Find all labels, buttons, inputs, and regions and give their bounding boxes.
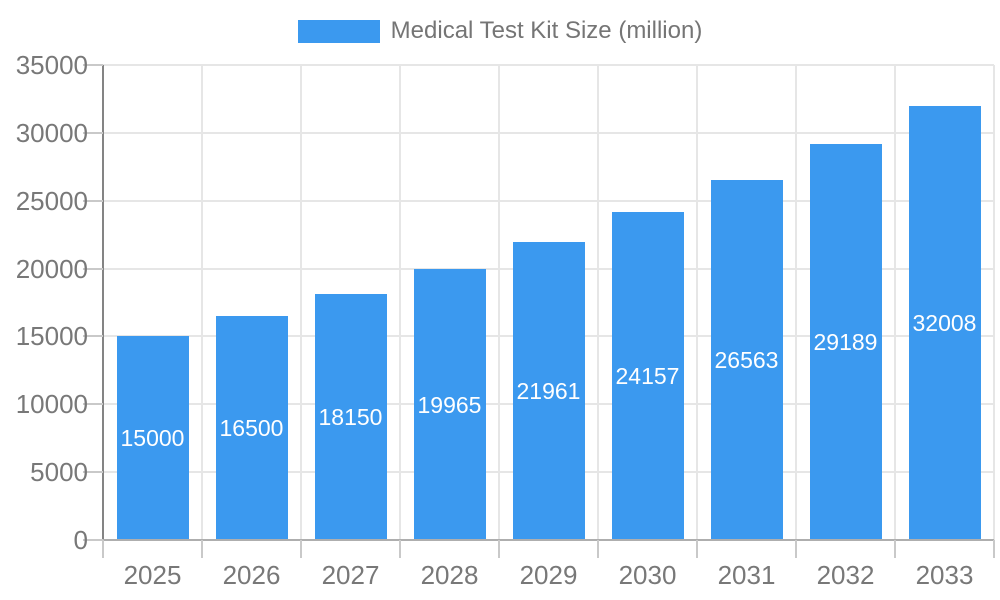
vertical-gridline (795, 65, 797, 540)
x-axis-tick (498, 540, 500, 558)
bar-value-label: 19965 (417, 391, 482, 418)
bar[interactable]: 29189 (809, 143, 882, 540)
x-tick-label: 2025 (123, 560, 182, 590)
y-axis-tick (83, 64, 103, 66)
x-axis-tick (795, 540, 797, 558)
x-axis-tick (993, 540, 995, 558)
y-axis-tick (83, 403, 103, 406)
x-axis-tick (399, 540, 401, 558)
bar-value-label: 24157 (615, 363, 680, 390)
x-tick-label: 2033 (915, 560, 974, 590)
bar[interactable]: 16500 (215, 316, 288, 540)
legend-swatch-icon (297, 19, 380, 43)
horizontal-gridline (103, 199, 994, 202)
x-axis-tick (696, 540, 698, 558)
legend[interactable]: Medical Test Kit Size (million) (0, 17, 1000, 44)
horizontal-gridline (103, 131, 994, 134)
y-axis-line (102, 65, 104, 540)
x-tick-label: 2032 (816, 560, 875, 590)
vertical-gridline (201, 65, 203, 540)
bar[interactable]: 18150 (314, 293, 387, 540)
y-tick-label: 20000 (15, 253, 88, 284)
y-tick-label: 0 (73, 525, 88, 555)
horizontal-gridline (103, 64, 994, 66)
vertical-gridline (993, 65, 995, 540)
y-axis-tick (83, 539, 103, 541)
y-axis-tick (83, 471, 103, 474)
x-axis-tick (597, 540, 599, 558)
x-axis-tick (300, 540, 302, 558)
vertical-gridline (696, 65, 698, 540)
vertical-gridline (597, 65, 599, 540)
y-tick-label: 30000 (15, 117, 88, 148)
x-axis-tick (201, 540, 203, 558)
vertical-gridline (894, 65, 896, 540)
y-tick-label: 35000 (15, 50, 88, 80)
x-axis-tick (102, 540, 104, 558)
y-tick-label: 15000 (15, 321, 88, 352)
x-tick-label: 2027 (321, 560, 380, 590)
legend-label: Medical Test Kit Size (million) (390, 17, 703, 44)
bar-value-label: 32008 (912, 309, 977, 336)
bar[interactable]: 21961 (512, 242, 585, 540)
bar[interactable]: 15000 (116, 336, 189, 540)
bar-value-label: 21961 (516, 378, 581, 404)
bar-value-label: 18150 (318, 403, 383, 430)
x-tick-label: 2026 (222, 560, 281, 590)
bar[interactable]: 26563 (710, 179, 783, 540)
y-axis-tick (83, 267, 103, 270)
bar[interactable]: 32008 (908, 105, 981, 540)
x-tick-label: 2030 (618, 560, 677, 590)
y-axis-tick (83, 199, 103, 202)
bar-value-label: 16500 (219, 415, 284, 442)
vertical-gridline (498, 65, 500, 540)
y-axis-tick (83, 335, 103, 338)
bar-value-label: 15000 (120, 425, 185, 452)
vertical-gridline (399, 65, 401, 540)
vertical-gridline (300, 65, 302, 540)
bar[interactable]: 24157 (611, 212, 684, 540)
bar-value-label: 29189 (813, 328, 878, 355)
bar-value-label: 26563 (714, 346, 779, 373)
y-axis-tick (83, 131, 103, 134)
x-tick-label: 2029 (519, 560, 578, 590)
y-tick-label: 5000 (30, 457, 88, 488)
x-axis-line (103, 539, 994, 541)
y-tick-label: 10000 (15, 389, 88, 420)
x-tick-label: 2031 (717, 560, 776, 590)
x-tick-label: 2028 (420, 560, 479, 590)
y-tick-label: 25000 (15, 185, 88, 216)
x-axis-tick (894, 540, 896, 558)
bar[interactable]: 19965 (413, 269, 486, 540)
